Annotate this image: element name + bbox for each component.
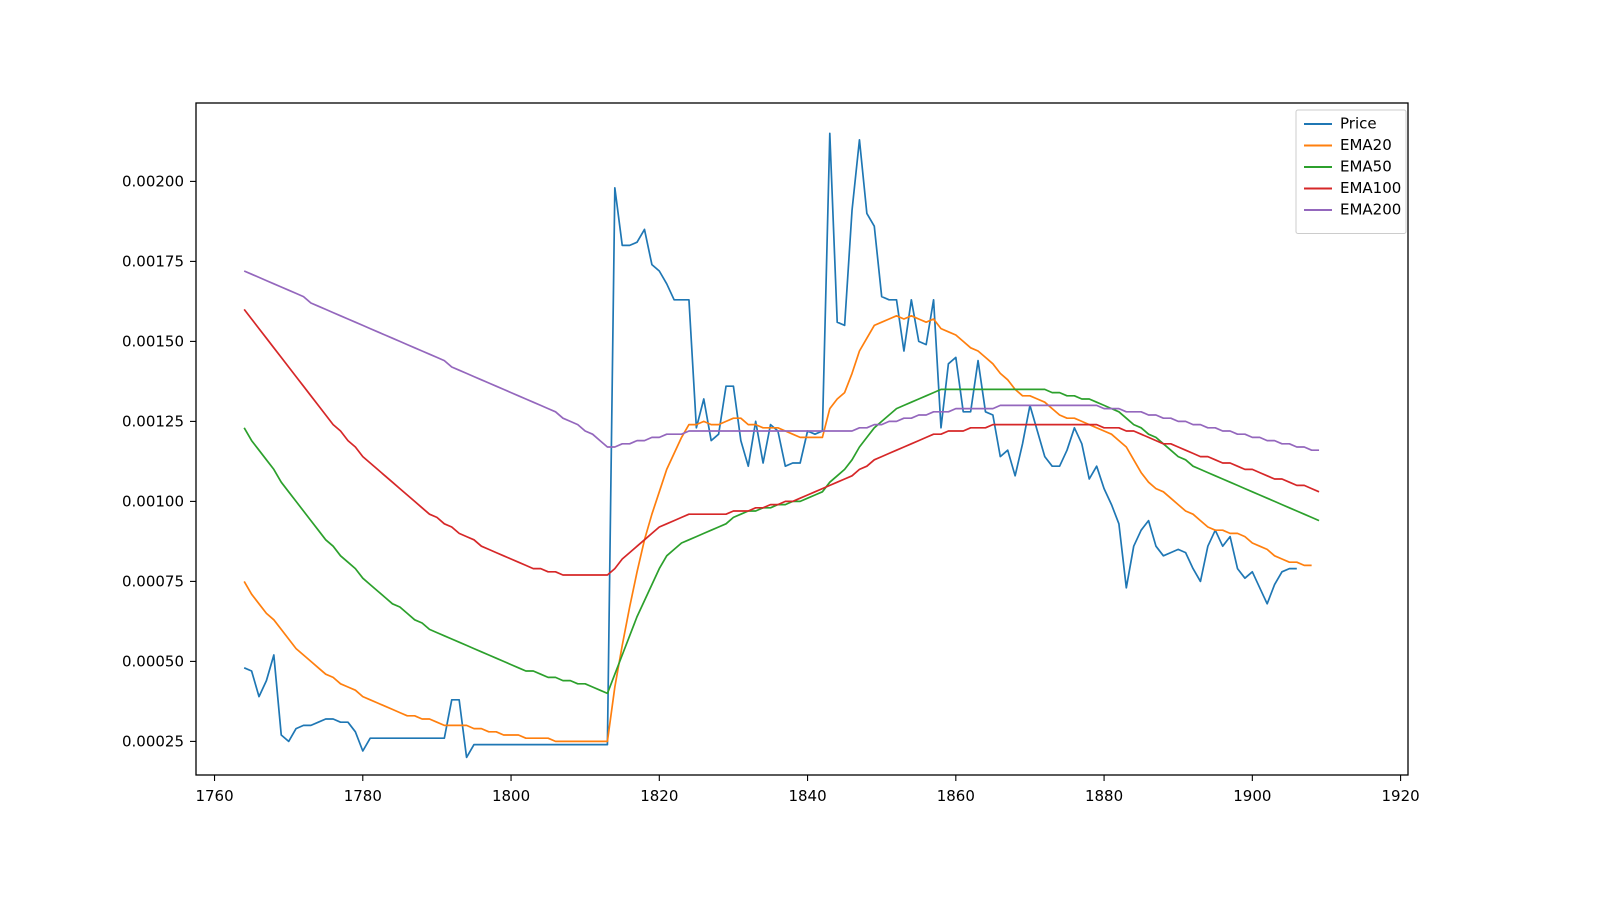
y-tick-label: 0.00050 (122, 652, 184, 670)
y-tick-label: 0.00125 (122, 412, 184, 430)
tick-marks (190, 180, 1402, 781)
series-line-ema100 (243, 308, 1320, 576)
y-tick-label: 0.00100 (122, 492, 184, 510)
x-tick-label: 1900 (1233, 787, 1271, 805)
legend-label-ema20: EMA20 (1340, 136, 1392, 154)
x-tick-label: 1860 (937, 787, 975, 805)
tick-labels: 1760 1780 1800 1820 1840 1860 1880 1900 1920 0.00… (122, 172, 1420, 805)
x-tick-label: 1800 (492, 787, 530, 805)
series-line-price (243, 132, 1297, 759)
x-tick-label: 1840 (788, 787, 826, 805)
y-tick-label: 0.00075 (122, 572, 184, 590)
x-tick-label: 1780 (344, 787, 382, 805)
chart-legend: Price EMA20 EMA50 EMA100 EMA200 (1295, 109, 1407, 234)
series-line-ema50 (243, 388, 1320, 695)
data-series-layer (243, 132, 1320, 759)
x-tick-label: 1820 (640, 787, 678, 805)
legend-background (1295, 109, 1407, 234)
y-tick-label: 0.00150 (122, 332, 184, 350)
y-tick-label: 0.00175 (122, 252, 184, 270)
y-tick-label: 0.00025 (122, 732, 184, 750)
series-line-ema20 (243, 314, 1312, 743)
plot-area-border (195, 102, 1409, 776)
legend-label-ema200: EMA200 (1340, 201, 1401, 219)
y-tick-label: 0.00200 (122, 172, 184, 190)
legend-label-price: Price (1340, 115, 1377, 133)
legend-label-ema100: EMA100 (1340, 179, 1401, 197)
x-tick-label: 1760 (195, 787, 233, 805)
legend-label-ema50: EMA50 (1340, 158, 1392, 176)
axes-spines (195, 102, 1409, 776)
x-tick-label: 1920 (1381, 787, 1419, 805)
series-line-ema200 (243, 270, 1320, 452)
x-tick-label: 1880 (1085, 787, 1123, 805)
